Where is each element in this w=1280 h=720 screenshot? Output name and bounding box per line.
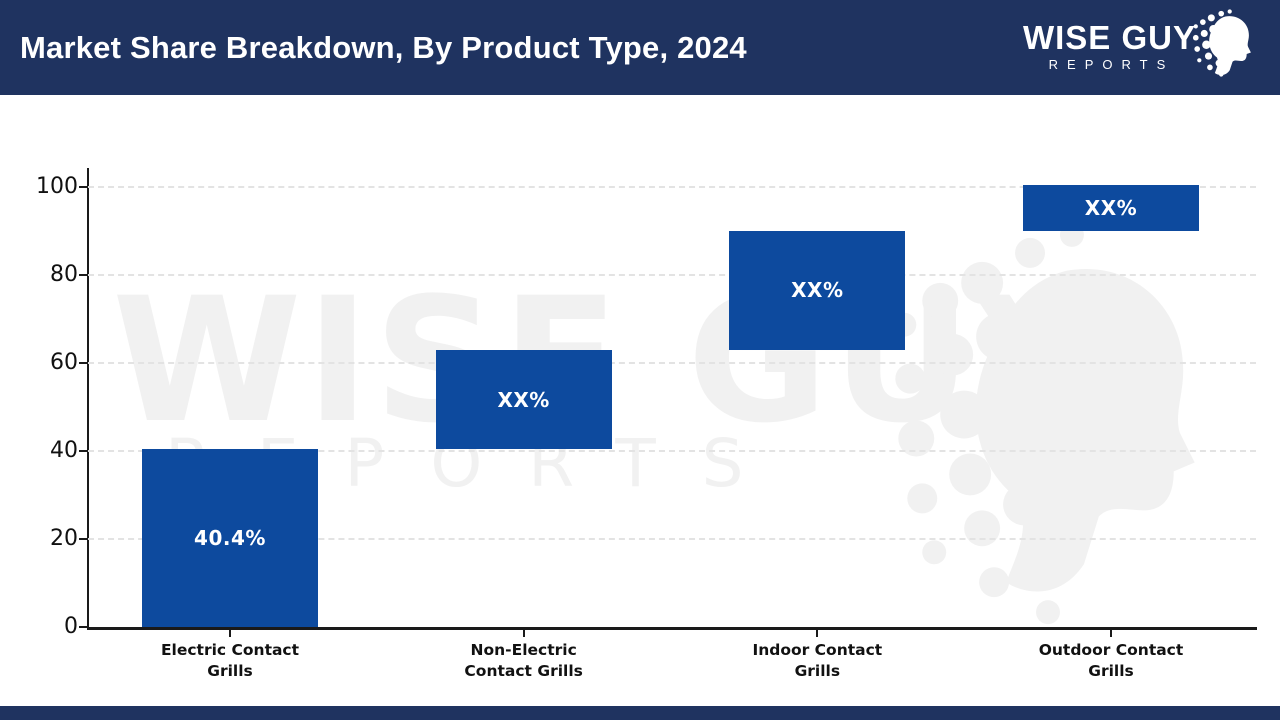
y-axis-tick-label: 20 [50, 526, 78, 551]
x-axis-tick [816, 630, 819, 637]
y-axis-tick-label: 0 [64, 614, 78, 639]
y-axis-tick [79, 186, 87, 188]
bar-value-label: 40.4% [194, 526, 266, 551]
y-axis-tick-label: 100 [36, 174, 78, 199]
x-category-label: Outdoor Contact Grills [1038, 641, 1184, 680]
y-gridline [88, 274, 1256, 276]
y-axis-tick-label: 40 [50, 438, 78, 463]
bar-segment: 40.4% [142, 449, 318, 627]
y-axis-tick-label: 60 [50, 350, 78, 375]
y-axis-tick [79, 450, 87, 452]
brand-subtitle: REPORTS [1048, 57, 1175, 72]
watermark: WISE GUY REPORTS [0, 95, 1280, 706]
y-axis-tick [79, 626, 87, 628]
x-axis-tick [1110, 630, 1112, 637]
chart-title: Market Share Breakdown, By Product Type,… [20, 29, 747, 65]
bar-value-label: XX% [497, 387, 550, 412]
bar-segment: XX% [1023, 184, 1199, 231]
x-category-label: Non-Electric Contact Grills [464, 641, 583, 680]
brand-logo: WISE GUY REPORTS [1018, 6, 1268, 90]
y-gridline [88, 186, 1256, 188]
y-axis-tick-label: 80 [50, 262, 78, 287]
y-gridline [88, 538, 1256, 540]
x-axis-tick [229, 630, 231, 637]
x-category-label: Indoor Contact Grills [752, 641, 883, 680]
y-gridline [88, 450, 1256, 452]
x-category-label: Electric Contact Grills [160, 641, 300, 680]
y-axis-line [87, 168, 89, 629]
brand-logo-text: WISE GUY REPORTS [1023, 20, 1196, 74]
bar-value-label: XX% [791, 278, 844, 303]
x-axis-line [87, 627, 1257, 630]
bar-segment: XX% [435, 349, 612, 450]
header-bar: Market Share Breakdown, By Product Type,… [0, 0, 1280, 95]
bar-segment: XX% [729, 231, 906, 350]
y-gridline [88, 362, 1256, 364]
y-axis-tick [79, 362, 87, 364]
y-axis-tick [79, 274, 87, 276]
bar-value-label: XX% [1084, 195, 1138, 220]
y-axis-tick [79, 538, 87, 540]
brand-head-icon [1192, 9, 1251, 77]
brand-name: WISE GUY [1022, 19, 1196, 56]
footer-bar [0, 706, 1280, 720]
x-axis-tick [522, 630, 525, 637]
